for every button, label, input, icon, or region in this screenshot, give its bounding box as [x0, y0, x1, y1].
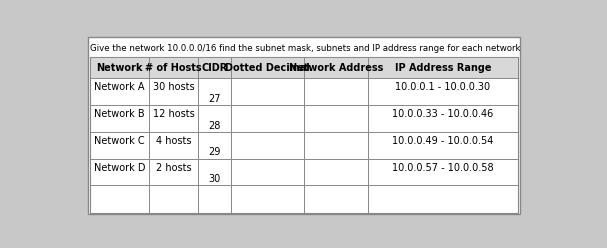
Text: 2 hosts: 2 hosts: [155, 162, 191, 173]
Text: 10.0.0.57 - 10.0.0.58: 10.0.0.57 - 10.0.0.58: [392, 162, 493, 173]
Text: 27: 27: [208, 94, 221, 104]
Text: Network Address: Network Address: [288, 63, 383, 73]
Bar: [90, 58, 518, 78]
Text: Network D: Network D: [93, 162, 145, 173]
Text: # of Hosts: # of Hosts: [145, 63, 202, 73]
Text: 10.0.0.1 - 10.0.0.30: 10.0.0.1 - 10.0.0.30: [395, 82, 490, 92]
Text: 4 hosts: 4 hosts: [156, 136, 191, 146]
Text: 28: 28: [208, 121, 221, 131]
Text: 29: 29: [208, 148, 221, 157]
Text: Give the network 10.0.0.0/16 find the subnet mask, subnets and IP address range : Give the network 10.0.0.0/16 find the su…: [90, 44, 520, 53]
Text: Network B: Network B: [94, 109, 144, 119]
Text: Network: Network: [96, 63, 143, 73]
Text: 12 hosts: 12 hosts: [152, 109, 194, 119]
Text: Dotted Decimal: Dotted Decimal: [225, 63, 310, 73]
Text: 30: 30: [209, 174, 221, 184]
Text: Network C: Network C: [94, 136, 144, 146]
Bar: [90, 58, 518, 213]
Text: 10.0.0.33 - 10.0.0.46: 10.0.0.33 - 10.0.0.46: [392, 109, 493, 119]
Text: IP Address Range: IP Address Range: [395, 63, 491, 73]
Text: 10.0.0.49 - 10.0.0.54: 10.0.0.49 - 10.0.0.54: [392, 136, 493, 146]
Text: CIDR: CIDR: [202, 63, 228, 73]
Text: Network A: Network A: [94, 82, 144, 92]
Text: 30 hosts: 30 hosts: [153, 82, 194, 92]
